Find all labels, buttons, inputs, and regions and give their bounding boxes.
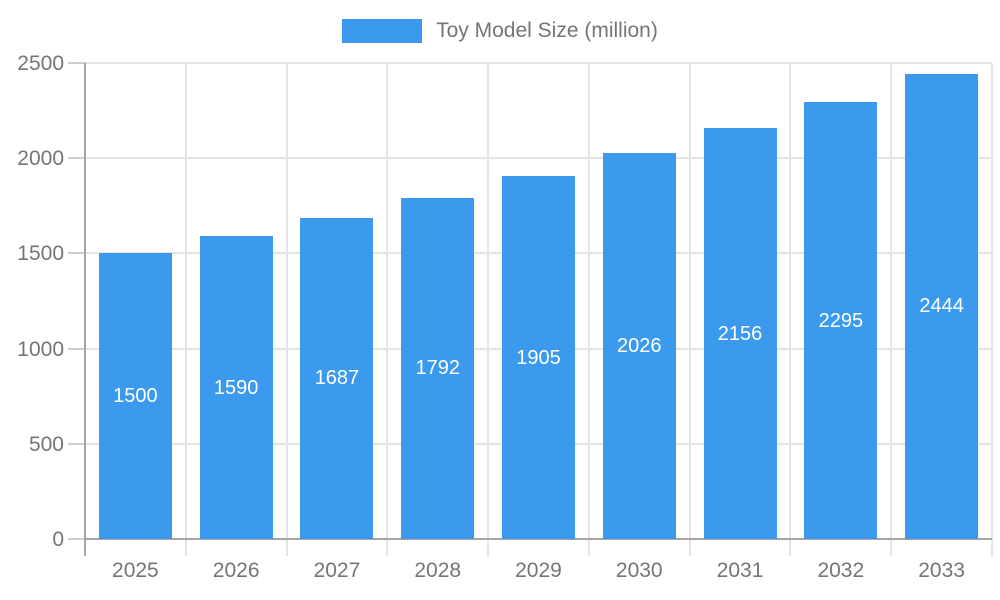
gridline-vertical [285,63,288,539]
x-axis-label: 2025 [112,559,159,582]
y-axis-label: 500 [28,432,64,456]
gridline-horizontal [85,62,992,64]
y-axis-label: 2000 [17,147,64,171]
x-axis-tick [688,539,691,556]
x-axis-label: 2032 [817,559,865,582]
x-axis-tick [487,539,490,556]
x-axis-tick [285,539,288,556]
x-axis-tick [991,539,993,556]
bar-value-label: 2444 [919,295,964,318]
bar-2031[interactable]: 2156 [703,128,777,539]
x-axis-label: 2031 [716,559,764,582]
bar-value-label: 2295 [818,309,864,332]
y-axis-tick [68,157,85,160]
y-axis-tick [68,442,85,445]
bar-value-label: 1500 [113,385,158,408]
x-axis-tick [890,539,893,556]
y-axis-label: 1500 [17,242,64,266]
y-axis-tick [68,252,85,255]
gridline-vertical [890,63,893,539]
y-axis-tick [68,347,85,350]
x-axis-tick [587,539,590,556]
bar-2032[interactable]: 2295 [804,102,878,539]
bar-value-label: 1905 [516,346,561,369]
bar-2025[interactable]: 1500 [98,253,172,539]
bar-2027[interactable]: 1687 [300,217,374,539]
bar-value-label: 1590 [213,376,259,399]
bar-2030[interactable]: 2026 [602,153,676,539]
x-axis-tick [386,539,389,556]
gridline-vertical [991,63,993,539]
legend-swatch [342,19,423,43]
y-axis-tick [68,62,85,64]
bar-value-label: 1687 [314,367,360,390]
bar-2029[interactable]: 1905 [502,176,575,539]
x-axis-label: 2030 [615,559,663,582]
legend[interactable]: Toy Model Size (million) [0,16,1000,46]
y-axis-label: 1000 [17,337,64,361]
bar-2026[interactable]: 1590 [199,236,273,539]
x-axis-label: 2028 [414,559,462,582]
x-axis-label: 2026 [212,559,260,582]
x-axis-label: 2029 [515,559,562,582]
gridline-horizontal [85,157,992,160]
gridline-vertical [487,63,490,539]
y-axis-tick [68,538,85,540]
gridline-vertical [789,63,792,539]
bar-2033[interactable]: 2444 [905,73,979,539]
x-axis-label: 2033 [918,559,965,582]
gridline-vertical [688,63,691,539]
x-axis-tick [184,539,187,556]
x-axis-tick [789,539,792,556]
bar-value-label: 2156 [717,322,763,345]
gridline-vertical [184,63,187,539]
x-axis-line [85,538,992,540]
y-axis-label: 0 [52,528,64,551]
gridline-vertical [587,63,590,539]
y-axis-label: 2500 [17,52,64,75]
bar-value-label: 2026 [617,335,662,358]
bar-2028[interactable]: 1792 [401,197,475,539]
y-axis-line [84,63,86,556]
legend-label: Toy Model Size (million) [436,19,658,42]
bar-value-label: 1792 [415,357,460,380]
x-axis-label: 2027 [313,559,361,582]
gridline-vertical [386,63,389,539]
